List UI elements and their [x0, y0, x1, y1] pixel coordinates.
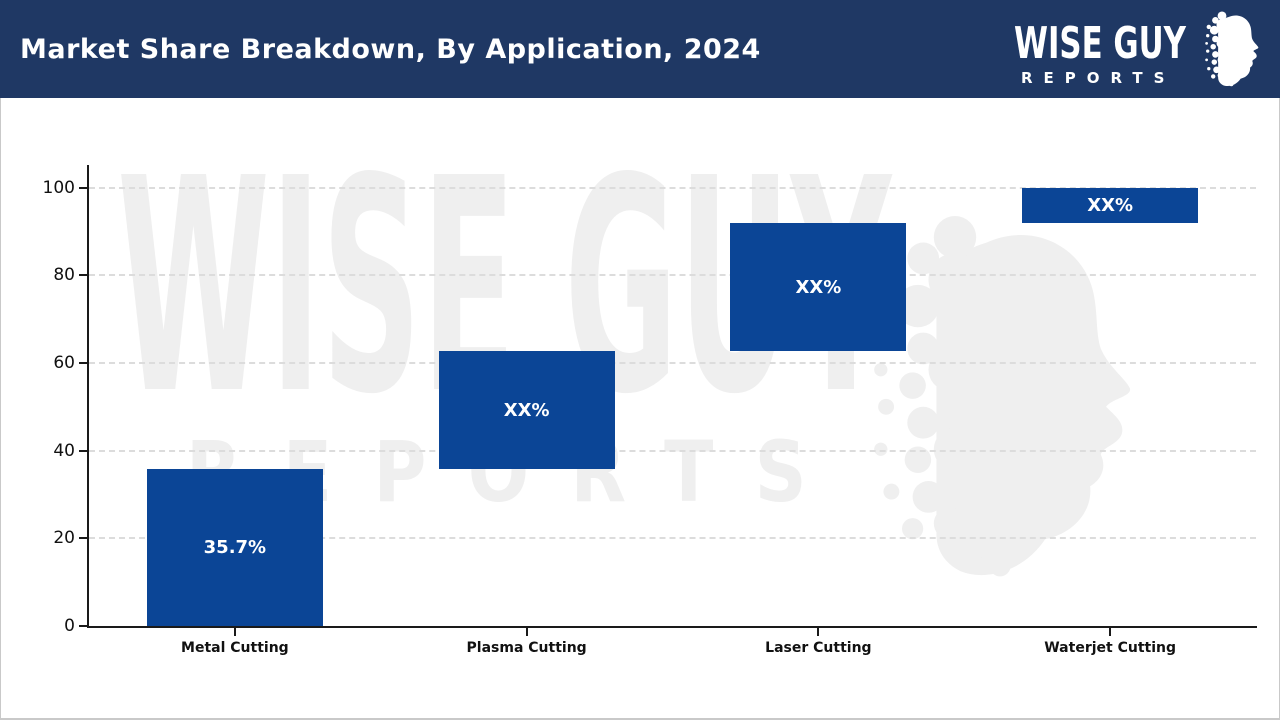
x-axis-tick	[525, 628, 528, 636]
x-axis-category-label: Waterjet Cutting	[1044, 640, 1176, 656]
y-axis-tick	[79, 537, 88, 540]
y-axis-tick	[79, 186, 88, 189]
y-axis-tick-label: 40	[53, 440, 75, 461]
bar-segment: XX%	[438, 351, 615, 470]
bar-value-label: XX%	[503, 399, 550, 421]
gridline	[89, 449, 1256, 452]
chart-plot-area: 0 20 40 60 80 100 35.7% Metal Cutting XX% Plasma …	[1, 98, 1279, 718]
brand-subname: REPORTS	[1021, 69, 1176, 87]
y-axis-tick	[79, 449, 88, 452]
gridline	[89, 361, 1256, 364]
brand-logo: WISE GUY REPORTS	[1014, 6, 1266, 94]
brand-text: WISE GUY REPORTS	[1014, 18, 1260, 88]
bar-segment: XX%	[1022, 187, 1199, 224]
bar-value-label: XX%	[1087, 194, 1134, 216]
chart-title: Market Share Breakdown, By Application, …	[20, 34, 761, 65]
y-axis-tick-label: 20	[53, 528, 75, 549]
brand-name: WISE GUY	[1014, 18, 1186, 69]
x-axis-category-label: Laser Cutting	[765, 640, 872, 656]
x-axis-tick	[233, 628, 236, 636]
header-bar: Market Share Breakdown, By Application, …	[0, 0, 1280, 98]
x-axis-category-label: Metal Cutting	[181, 640, 289, 656]
brand-face-icon	[1200, 10, 1266, 90]
bar-value-label: XX%	[795, 276, 842, 298]
x-axis-tick	[1109, 628, 1112, 636]
gridline	[89, 274, 1256, 277]
y-axis-tick-label: 80	[53, 265, 75, 286]
y-axis-tick	[79, 274, 88, 277]
y-axis-tick-label: 100	[42, 177, 75, 198]
y-axis-tick-label: 0	[64, 616, 75, 636]
x-axis-category-label: Plasma Cutting	[466, 640, 587, 656]
gridline	[89, 537, 1256, 540]
x-axis-line	[88, 626, 1257, 628]
gridline	[89, 186, 1256, 189]
y-axis-tick-label: 60	[53, 352, 75, 373]
chart-area: WISE GUY REPORTS 0 20 40 60 80 100 35.7% Metal …	[0, 98, 1280, 720]
y-axis-tick	[79, 625, 88, 627]
y-axis-tick	[79, 361, 88, 364]
bar-value-label: 35.7%	[203, 537, 267, 559]
y-axis-line	[87, 165, 89, 628]
bar-segment: XX%	[730, 223, 907, 352]
bar-segment: 35.7%	[146, 469, 323, 626]
x-axis-tick	[817, 628, 820, 636]
